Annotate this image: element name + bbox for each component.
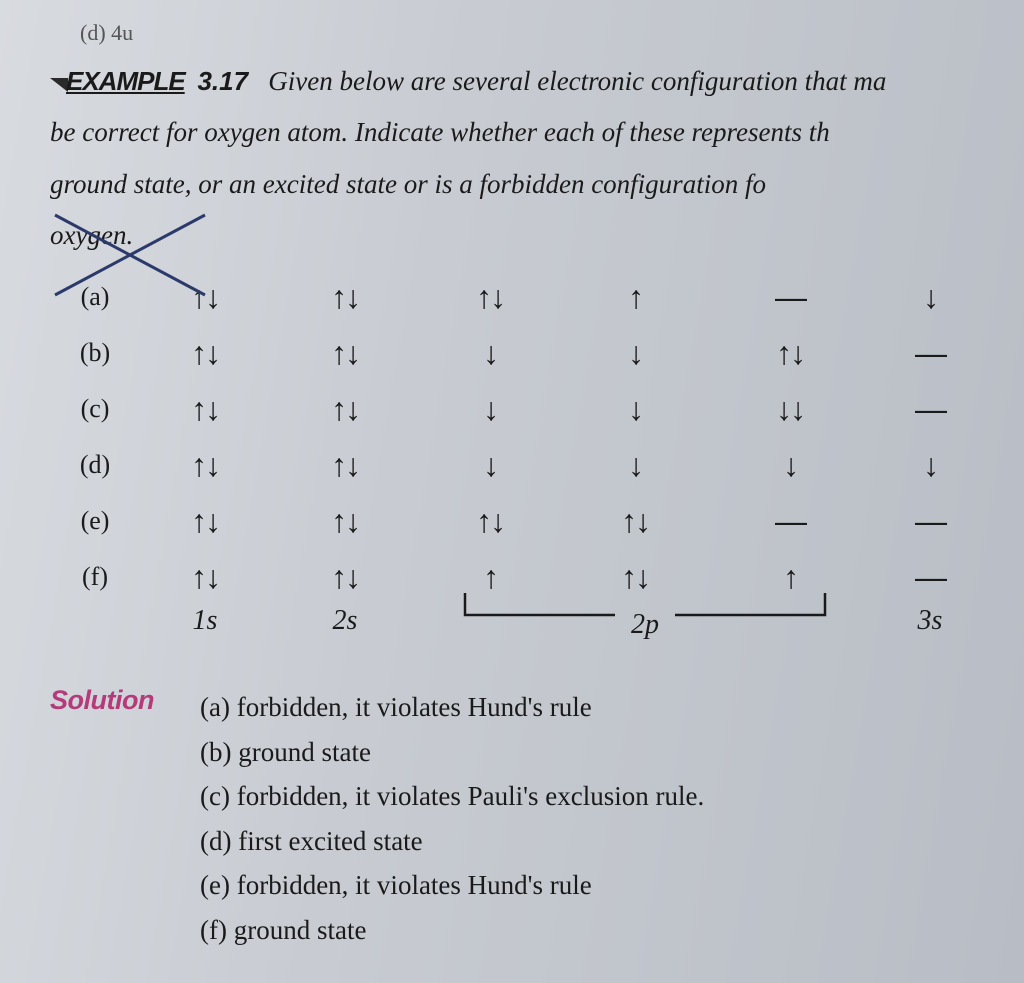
orbital-cell: ↑↓: [270, 503, 420, 540]
orbital-labels-row: 1s 2s 2p 3s: [50, 605, 994, 665]
solution-item: (f) ground state: [200, 908, 704, 953]
row-label: (c): [50, 394, 140, 424]
orbital-cell: ↑↓: [560, 559, 710, 596]
orbital-cell: ↓: [560, 335, 710, 372]
row-label: (f): [50, 562, 140, 592]
orbital-cell: ↓: [420, 391, 560, 428]
orbital-cell: ↑↓: [710, 335, 870, 372]
orbital-cell: —: [870, 503, 990, 540]
orbital-cell: ↓: [870, 447, 990, 484]
orbital-label-1s: 1s: [140, 605, 270, 637]
solution-item: (c) forbidden, it violates Pauli's exclu…: [200, 774, 704, 819]
table-row: (c) ↑↓ ↑↓ ↓ ↓ ↓↓ —: [50, 381, 994, 437]
question-line-2: be correct for oxygen atom. Indicate whe…: [50, 107, 994, 158]
orbital-cell: —: [710, 279, 870, 316]
orbital-cell: ↓: [420, 447, 560, 484]
previous-item-fragment: (d) 4u: [80, 20, 994, 46]
orbital-cell: ↑↓: [140, 503, 270, 540]
orbital-cell: ↓↓: [710, 391, 870, 428]
solution-item: (b) ground state: [200, 730, 704, 775]
row-label: (d): [50, 450, 140, 480]
solution-item: (d) first excited state: [200, 819, 704, 864]
question-line-4: oxygen.: [50, 210, 994, 261]
orbital-cell: ↑↓: [270, 559, 420, 596]
orbital-cell: ↑↓: [270, 447, 420, 484]
orbital-cell: ↑: [560, 279, 710, 316]
orbital-cell: ↑↓: [140, 447, 270, 484]
row-label: (e): [50, 506, 140, 536]
example-number: 3.17: [197, 66, 248, 96]
row-label: (a): [50, 282, 140, 312]
orbital-cell: —: [870, 391, 990, 428]
orbital-cell: ↑↓: [270, 335, 420, 372]
q-text-1: Given below are several electronic confi…: [268, 66, 886, 96]
table-row: (d) ↑↓ ↑↓ ↓ ↓ ↓ ↓: [50, 437, 994, 493]
table-row: (b) ↑↓ ↑↓ ↓ ↓ ↑↓ —: [50, 325, 994, 381]
orbital-cell: ↑: [420, 559, 560, 596]
solution-block: Solution (a) forbidden, it violates Hund…: [50, 685, 994, 952]
orbital-label-3s: 3s: [870, 605, 990, 637]
orbital-cell: ↓: [420, 335, 560, 372]
orbital-cell: ↑↓: [140, 279, 270, 316]
orbital-cell: —: [710, 503, 870, 540]
orbital-cell: ↓: [560, 391, 710, 428]
solution-item: (a) forbidden, it violates Hund's rule: [200, 685, 704, 730]
table-row: (a) ↑↓ ↑↓ ↑↓ ↑ — ↓: [50, 269, 994, 325]
orbital-cell: ↑↓: [270, 279, 420, 316]
solution-item: (e) forbidden, it violates Hund's rule: [200, 863, 704, 908]
example-label: EXAMPLE: [66, 66, 185, 96]
orbital-cell: ↑↓: [560, 503, 710, 540]
orbital-cell: ↓: [560, 447, 710, 484]
solution-label: Solution: [50, 685, 200, 952]
orbital-label-2p: 2p: [631, 609, 659, 641]
page: (d) 4u EXAMPLE 3.17 Given below are seve…: [50, 20, 994, 952]
table-row: (e) ↑↓ ↑↓ ↑↓ ↑↓ — —: [50, 493, 994, 549]
configuration-table: (a) ↑↓ ↑↓ ↑↓ ↑ — ↓ (b) ↑↓ ↑↓ ↓ ↓ ↑↓ — (c…: [50, 269, 994, 665]
orbital-cell: —: [870, 335, 990, 372]
question-block: EXAMPLE 3.17 Given below are several ele…: [50, 56, 994, 261]
orbital-cell: ↓: [870, 279, 990, 316]
question-line-3: ground state, or an excited state or is …: [50, 159, 994, 210]
orbital-label-2p-bracket: 2p: [420, 605, 870, 637]
orbital-cell: ↑: [710, 559, 870, 596]
row-label: (b): [50, 338, 140, 368]
orbital-cell: ↓: [710, 447, 870, 484]
solution-list: (a) forbidden, it violates Hund's rule (…: [200, 685, 704, 952]
question-line-1: EXAMPLE 3.17 Given below are several ele…: [50, 56, 994, 107]
orbital-cell: ↑↓: [270, 391, 420, 428]
orbital-cell: ↑↓: [140, 335, 270, 372]
orbital-cell: ↑↓: [420, 503, 560, 540]
orbital-label-2s: 2s: [270, 605, 420, 637]
orbital-cell: —: [870, 559, 990, 596]
orbital-cell: ↑↓: [140, 391, 270, 428]
orbital-cell: ↑↓: [420, 279, 560, 316]
orbital-cell: ↑↓: [140, 559, 270, 596]
